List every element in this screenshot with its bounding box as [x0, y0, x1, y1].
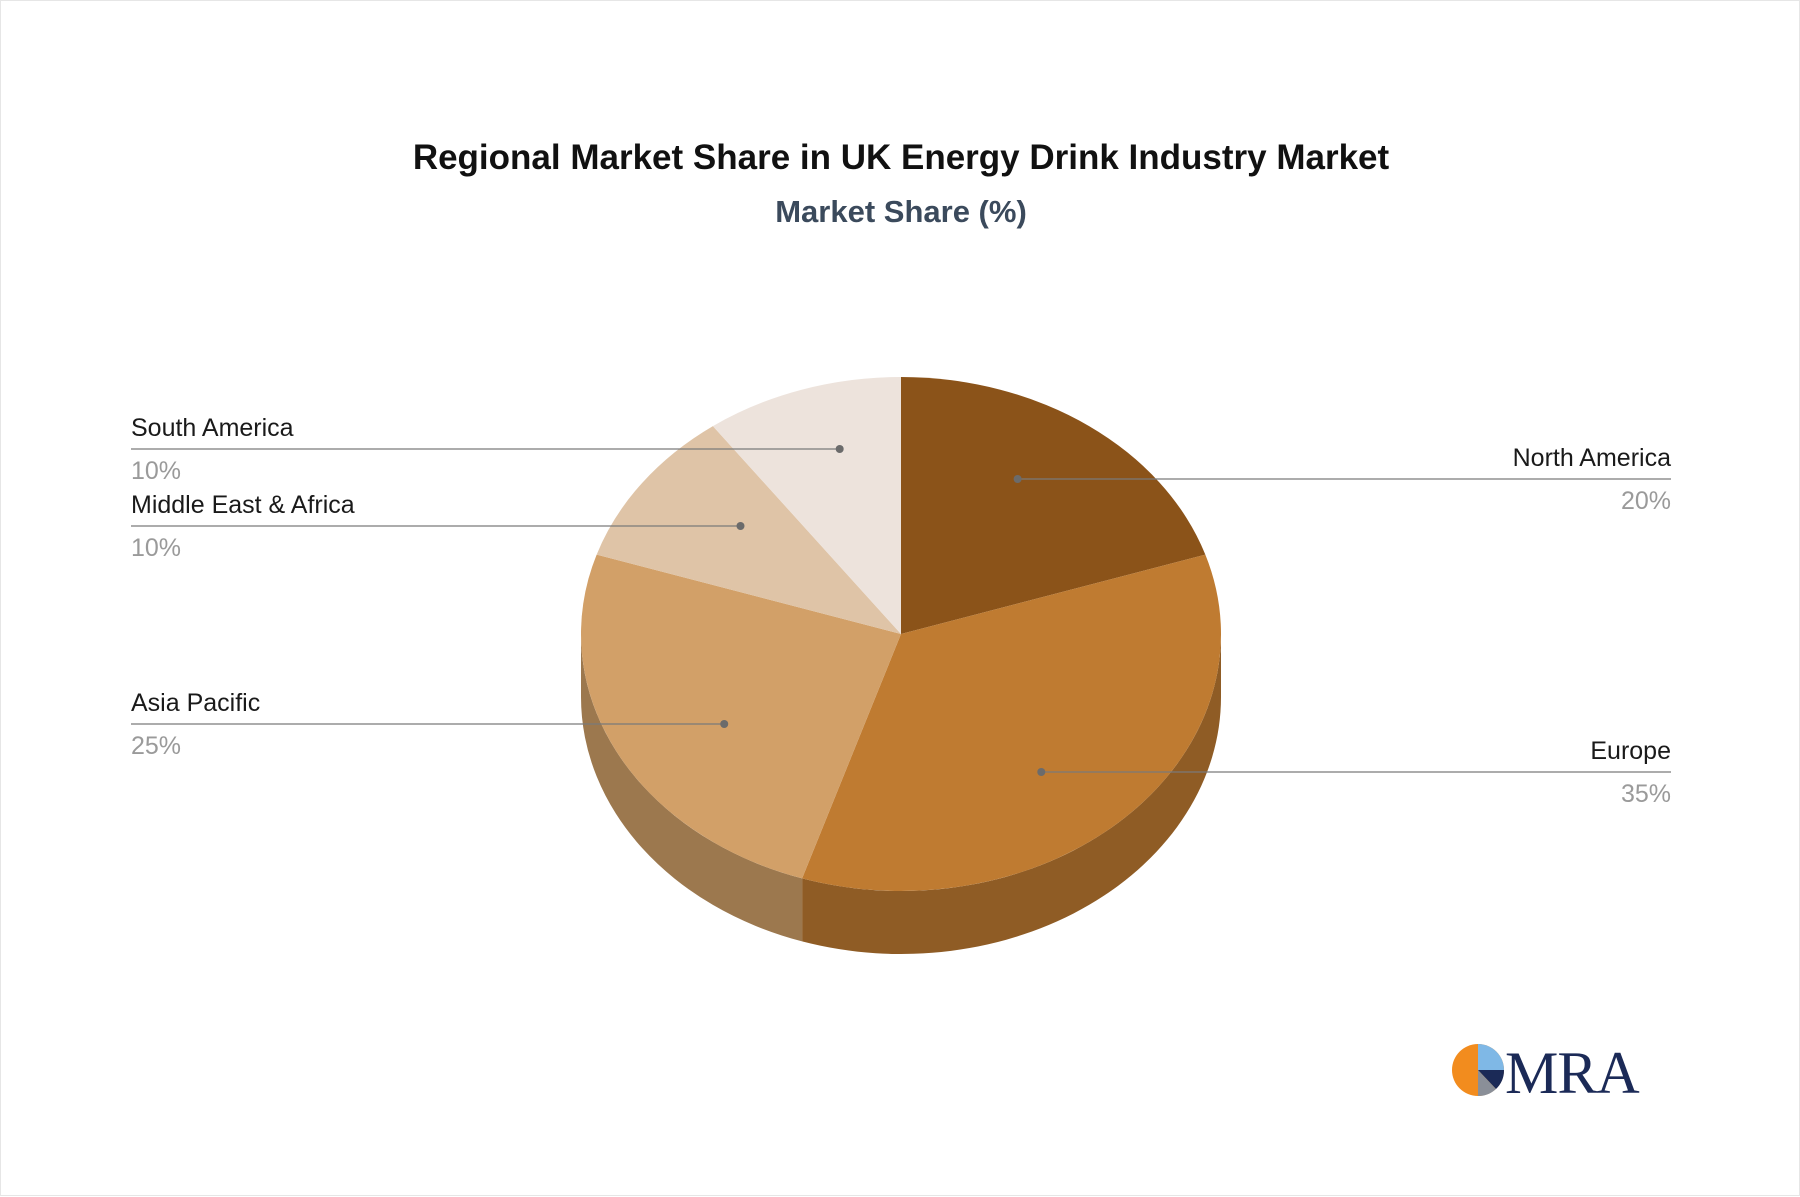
pie-side-asia-pacific [581, 634, 803, 942]
chart-subtitle: Market Share (%) [775, 194, 1027, 229]
label-name-asia-pacific: Asia Pacific [131, 689, 260, 717]
leader-dot-south-america [835, 445, 844, 453]
leader-dot-north-america [1013, 475, 1022, 483]
pie-slice-middle-east-africa[interactable] [596, 426, 901, 634]
label-value-europe: 35% [1621, 780, 1671, 808]
logo-grey-segment [1478, 1070, 1496, 1097]
pie-side-europe [802, 634, 1221, 954]
logo-blue-segment [1478, 1044, 1504, 1070]
label-name-middle-east-africa: Middle East & Africa [131, 491, 355, 519]
pie-sides [581, 634, 1221, 954]
pie-slice-north-america[interactable] [901, 377, 1206, 634]
pie-slice-asia-pacific[interactable] [581, 554, 901, 879]
leader-dot-asia-pacific [720, 720, 729, 728]
label-value-asia-pacific: 25% [131, 732, 181, 760]
pie-slices [581, 377, 1222, 892]
label-name-south-america: South America [131, 414, 294, 442]
logo-navy-segment [1478, 1070, 1505, 1089]
label-value-middle-east-africa: 10% [131, 534, 181, 562]
label-name-europe: Europe [1590, 737, 1671, 765]
label-name-north-america: North America [1513, 444, 1671, 472]
chart-title: Regional Market Share in UK Energy Drink… [413, 138, 1390, 177]
leader-dot-europe [1037, 768, 1046, 776]
label-value-south-america: 10% [131, 457, 181, 485]
leader-dot-middle-east-africa [736, 522, 745, 530]
logo-text: MRA [1505, 1040, 1639, 1106]
pie-labels: North America 20% Europe 35% Asia Pacific 25%… [131, 414, 1671, 808]
pie-slice-south-america[interactable] [712, 377, 901, 634]
pie-slice-europe[interactable] [802, 554, 1222, 892]
mra-logo: MRA [1452, 1040, 1640, 1106]
label-value-north-america: 20% [1621, 487, 1671, 515]
